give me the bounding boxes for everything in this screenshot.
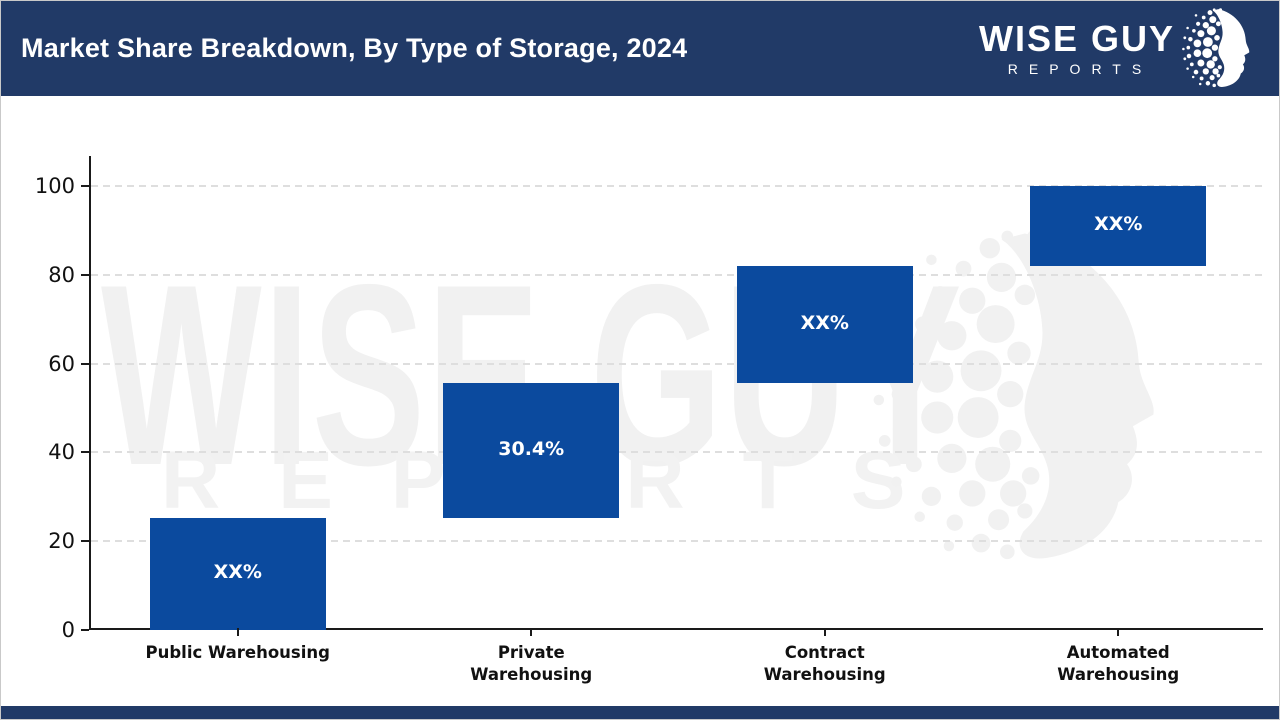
waterfall-bar: 30.4% bbox=[443, 383, 620, 519]
y-tick-label: 0 bbox=[61, 618, 75, 642]
gridline bbox=[91, 451, 1263, 454]
category-label: Automated Warehousing bbox=[1057, 643, 1180, 685]
y-tick-mark bbox=[81, 629, 89, 631]
gridline bbox=[91, 273, 1263, 276]
y-tick-label: 40 bbox=[48, 440, 75, 465]
bar-value-label: XX% bbox=[800, 311, 849, 334]
y-tick-mark bbox=[81, 540, 89, 543]
waterfall-bar: XX% bbox=[149, 518, 326, 630]
brand-logo: WISE GUY REPORTS bbox=[979, 7, 1253, 91]
dotted-head-logo-icon bbox=[1182, 7, 1250, 87]
plot-area: 0 20 40 60 80 100 XX% Public Warehousing 30.4% Pr… bbox=[35, 156, 1263, 684]
x-tick-mark bbox=[1117, 628, 1120, 636]
x-tick-mark bbox=[236, 628, 239, 636]
waterfall-bar: XX% bbox=[1030, 186, 1207, 266]
gridline bbox=[91, 185, 1263, 187]
bar-value-label: 30.4% bbox=[498, 437, 565, 460]
y-tick-label: 80 bbox=[48, 262, 75, 287]
category-label: Private Warehousing bbox=[470, 643, 593, 685]
brand-name: WISE GUY bbox=[978, 18, 1175, 59]
gridline bbox=[91, 540, 1263, 543]
y-tick-label: 60 bbox=[48, 351, 75, 376]
y-tick-label: 20 bbox=[48, 529, 75, 554]
category-label: Public Warehousing bbox=[145, 643, 330, 662]
y-tick-mark bbox=[81, 451, 89, 454]
y-tick-mark bbox=[81, 273, 89, 276]
y-tick-mark bbox=[81, 185, 89, 187]
x-tick-mark bbox=[823, 628, 826, 636]
y-tick-label: 100 bbox=[34, 174, 75, 198]
header-bar: Market Share Breakdown, By Type of Stora… bbox=[1, 1, 1279, 96]
x-tick-mark bbox=[530, 628, 533, 636]
category-label: Contract Warehousing bbox=[763, 643, 886, 685]
waterfall-bar: XX% bbox=[736, 265, 913, 384]
bar-value-label: XX% bbox=[1094, 212, 1143, 235]
y-tick-mark bbox=[81, 362, 89, 365]
bar-value-label: XX% bbox=[213, 561, 262, 584]
brand-subtitle: REPORTS bbox=[1007, 61, 1153, 77]
footer-bar bbox=[1, 706, 1279, 719]
page-title: Market Share Breakdown, By Type of Stora… bbox=[21, 33, 688, 63]
gridline bbox=[91, 362, 1263, 365]
brand-logo-text: WISE GUY REPORTS bbox=[978, 18, 1175, 77]
